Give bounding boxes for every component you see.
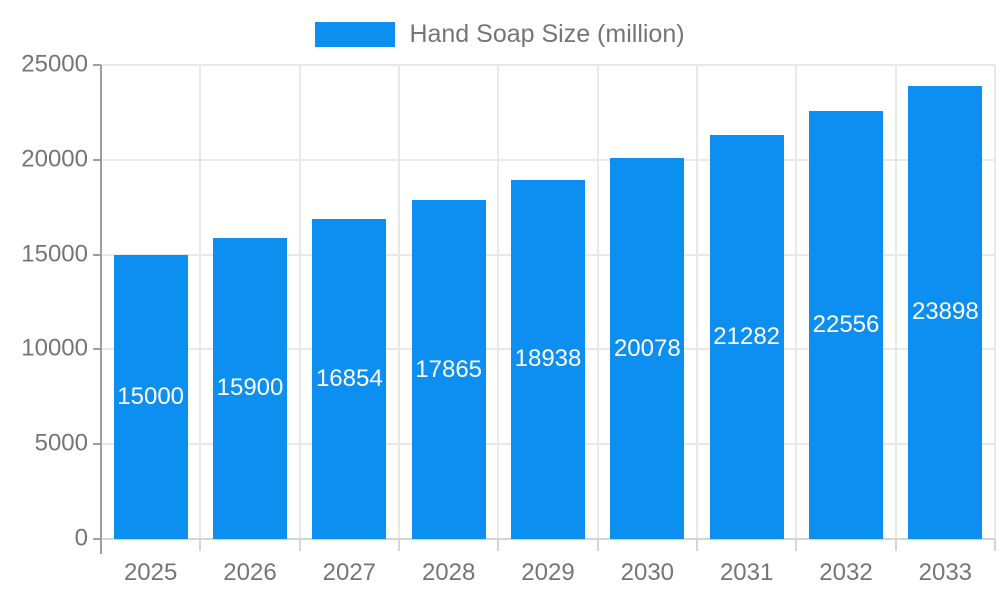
y-axis-tick-label: 10000 <box>21 334 88 362</box>
y-axis-tick-label: 0 <box>74 524 88 552</box>
legend-label: Hand Soap Size (million) <box>409 20 685 48</box>
bar-value-label: 21282 <box>713 323 781 351</box>
gridline-vertical <box>795 65 798 539</box>
x-axis-tick <box>199 539 202 551</box>
gridline-vertical <box>696 65 698 539</box>
y-axis-tick <box>93 348 101 351</box>
legend-swatch <box>315 22 396 47</box>
bar-2033: 23898 <box>908 85 983 539</box>
x-axis-tick <box>298 539 301 551</box>
bar-value-label: 20078 <box>613 334 681 362</box>
bar-value-label: 16854 <box>315 365 383 393</box>
bar-2028: 17865 <box>411 200 486 539</box>
x-axis-tick <box>696 539 698 551</box>
x-axis-tick-label: 2030 <box>620 559 675 586</box>
bar-value-label: 18938 <box>514 345 582 373</box>
gridline-vertical <box>894 65 897 539</box>
x-axis-tick-label: 2027 <box>322 559 377 586</box>
x-axis-tick-label: 2033 <box>918 559 973 586</box>
gridline-horizontal <box>101 64 995 66</box>
x-axis-tick <box>894 539 897 551</box>
bar-2031: 21282 <box>709 135 784 539</box>
x-axis-tick <box>994 539 996 551</box>
y-axis-tick-label: 25000 <box>21 50 88 78</box>
y-axis-tick-label: 15000 <box>21 240 88 268</box>
x-axis-tick <box>100 539 102 554</box>
gridline-horizontal <box>101 158 995 161</box>
gridline-vertical <box>398 65 400 539</box>
bar-value-label: 15900 <box>216 374 284 402</box>
y-axis-tick <box>93 253 101 256</box>
y-axis-tick <box>93 443 101 446</box>
x-axis-tick-label: 2031 <box>719 559 774 586</box>
bar-2026: 15900 <box>213 237 287 539</box>
y-axis-tick <box>93 158 101 161</box>
x-axis-tick-label: 2025 <box>123 559 178 586</box>
x-axis-tick <box>596 539 599 551</box>
bar-value-label: 23898 <box>911 298 979 326</box>
bar-2032: 22556 <box>809 111 883 539</box>
bar-value-label: 15000 <box>117 382 185 410</box>
bar-2029: 18938 <box>511 179 585 539</box>
bar-2025: 15000 <box>113 254 188 539</box>
x-axis-tick <box>497 539 500 551</box>
y-axis-tick <box>93 64 101 66</box>
x-axis-tick-label: 2029 <box>521 559 575 586</box>
gridline-vertical <box>199 65 202 539</box>
x-axis-tick-label: 2032 <box>819 559 873 586</box>
y-axis-tick-label: 20000 <box>21 145 88 173</box>
x-axis-tick <box>398 539 400 551</box>
x-axis-tick-label: 2026 <box>223 559 277 586</box>
bar-value-label: 17865 <box>415 355 483 383</box>
gridline-vertical <box>994 65 996 539</box>
bar-2027: 16854 <box>312 219 387 539</box>
bar-2030: 20078 <box>610 158 685 539</box>
x-axis-tick-label: 2028 <box>421 559 476 586</box>
gridline-vertical <box>596 65 599 539</box>
legend: Hand Soap Size (million) <box>0 20 1000 49</box>
gridline-vertical <box>298 65 301 539</box>
x-axis-line <box>101 538 995 540</box>
x-axis-tick <box>795 539 798 551</box>
y-axis-tick-label: 5000 <box>34 429 88 457</box>
gridline-vertical <box>497 65 500 539</box>
bar-value-label: 22556 <box>812 311 880 339</box>
y-axis-line <box>100 65 102 539</box>
y-axis-tick <box>93 538 101 540</box>
